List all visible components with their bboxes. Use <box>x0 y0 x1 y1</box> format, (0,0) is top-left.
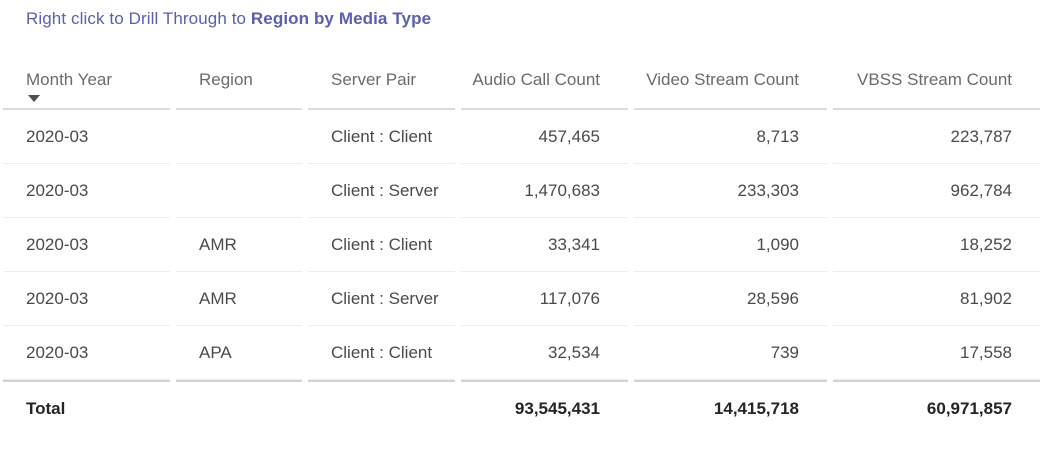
total-label: Total <box>0 380 173 438</box>
column-header-audio-call-count-label: Audio Call Count <box>472 70 600 89</box>
cell-month-year[interactable]: 2020-03 <box>0 110 173 164</box>
cell-region[interactable]: AMR <box>173 218 305 272</box>
table-body: 2020-03 Client : Client 457,465 8,713 22… <box>0 110 1043 380</box>
total-audio-call-count: 93,545,431 <box>458 380 631 438</box>
header-row: Month Year Region Server Pair Audio Call… <box>0 62 1043 110</box>
cell-audio-call-count[interactable]: 117,076 <box>458 272 631 326</box>
cell-vbss-stream-count[interactable]: 18,252 <box>830 218 1043 272</box>
column-header-video-stream-count-label: Video Stream Count <box>646 70 799 89</box>
cell-server-pair[interactable]: Client : Server <box>305 272 458 326</box>
cell-audio-call-count[interactable]: 33,341 <box>458 218 631 272</box>
column-header-vbss-stream-count[interactable]: VBSS Stream Count <box>830 62 1043 110</box>
cell-region[interactable]: AMR <box>173 272 305 326</box>
table-header: Month Year Region Server Pair Audio Call… <box>0 62 1043 110</box>
table-row[interactable]: 2020-03 AMR Client : Client 33,341 1,090… <box>0 218 1043 272</box>
cell-server-pair[interactable]: Client : Client <box>305 218 458 272</box>
column-header-vbss-stream-count-label: VBSS Stream Count <box>857 70 1012 89</box>
column-header-server-pair-label: Server Pair <box>331 70 417 89</box>
drill-through-target: Region by Media Type <box>250 9 432 28</box>
cell-vbss-stream-count[interactable]: 223,787 <box>830 110 1043 164</box>
cell-video-stream-count[interactable]: 1,090 <box>631 218 830 272</box>
cell-vbss-stream-count[interactable]: 81,902 <box>830 272 1043 326</box>
cell-server-pair[interactable]: Client : Client <box>305 110 458 164</box>
caret-down-icon <box>28 95 40 102</box>
cell-vbss-stream-count[interactable]: 17,558 <box>830 326 1043 380</box>
table-row[interactable]: 2020-03 APA Client : Client 32,534 739 1… <box>0 326 1043 380</box>
total-row: Total 93,545,431 14,415,718 60,971,857 <box>0 380 1043 438</box>
cell-month-year[interactable]: 2020-03 <box>0 218 173 272</box>
cell-audio-call-count[interactable]: 1,470,683 <box>458 164 631 218</box>
cell-audio-call-count[interactable]: 32,534 <box>458 326 631 380</box>
table-row[interactable]: 2020-03 AMR Client : Server 117,076 28,5… <box>0 272 1043 326</box>
column-header-region-label: Region <box>199 70 253 89</box>
cell-video-stream-count[interactable]: 28,596 <box>631 272 830 326</box>
table-row[interactable]: 2020-03 Client : Server 1,470,683 233,30… <box>0 164 1043 218</box>
table-footer: Total 93,545,431 14,415,718 60,971,857 <box>0 380 1043 438</box>
column-header-month-year[interactable]: Month Year <box>0 62 173 110</box>
cell-video-stream-count[interactable]: 8,713 <box>631 110 830 164</box>
column-header-region[interactable]: Region <box>173 62 305 110</box>
cell-video-stream-count[interactable]: 739 <box>631 326 830 380</box>
column-header-audio-call-count[interactable]: Audio Call Count <box>458 62 631 110</box>
cell-region[interactable] <box>173 164 305 218</box>
cell-audio-call-count[interactable]: 457,465 <box>458 110 631 164</box>
data-table: Month Year Region Server Pair Audio Call… <box>0 62 1043 438</box>
column-header-server-pair[interactable]: Server Pair <box>305 62 458 110</box>
total-region <box>173 380 305 438</box>
total-video-stream-count: 14,415,718 <box>631 380 830 438</box>
cell-region[interactable]: APA <box>173 326 305 380</box>
cell-month-year[interactable]: 2020-03 <box>0 164 173 218</box>
cell-vbss-stream-count[interactable]: 962,784 <box>830 164 1043 218</box>
table-row[interactable]: 2020-03 Client : Client 457,465 8,713 22… <box>0 110 1043 164</box>
drill-through-prefix: Right click to Drill Through to <box>26 9 251 28</box>
cell-month-year[interactable]: 2020-03 <box>0 326 173 380</box>
cell-server-pair[interactable]: Client : Client <box>305 326 458 380</box>
total-vbss-stream-count: 60,971,857 <box>830 380 1043 438</box>
total-server-pair <box>305 380 458 438</box>
cell-server-pair[interactable]: Client : Server <box>305 164 458 218</box>
cell-region[interactable] <box>173 110 305 164</box>
column-header-month-year-label: Month Year <box>26 70 113 89</box>
column-header-video-stream-count[interactable]: Video Stream Count <box>631 62 830 110</box>
drill-through-title: Right click to Drill Through to Region b… <box>26 8 431 30</box>
cell-month-year[interactable]: 2020-03 <box>0 272 173 326</box>
cell-video-stream-count[interactable]: 233,303 <box>631 164 830 218</box>
